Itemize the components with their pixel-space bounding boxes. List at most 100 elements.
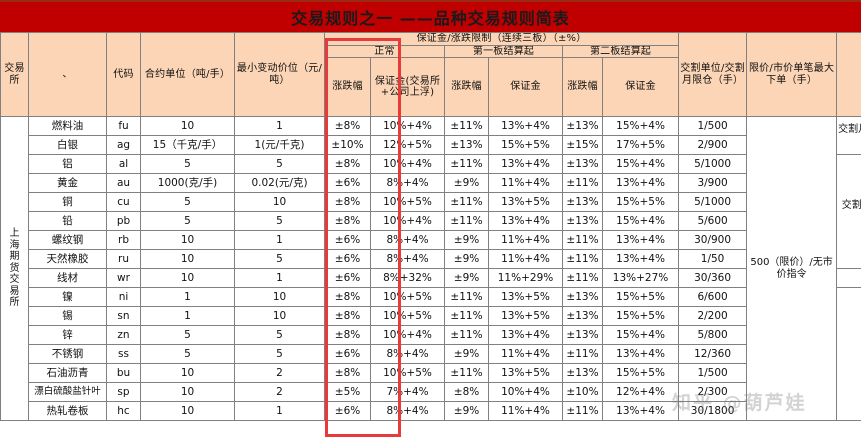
table-row[interactable]: 线材 wr 10 1 ±6% 8%+32% ±9% 11%+29% ±11% 1…	[1, 268, 861, 288]
variety-code: sn	[106, 306, 141, 326]
variety-name: 铜	[28, 192, 107, 212]
margin-1-value: 13%+4%	[488, 154, 563, 174]
header-leaf-row: 涨跌幅 保证金(交易所+公司上浮) 涨跌幅 保证金 涨跌幅 保证金	[1, 57, 861, 117]
table-row[interactable]: 天然橡胶 ru 10 5 ±6% 8%+4% ±9% 11%+4% ±11% 1…	[1, 249, 861, 269]
contract-unit-value: 10	[140, 363, 235, 383]
limit-range-value: ±6%	[324, 173, 371, 193]
variety-name: 线材	[28, 268, 107, 288]
margin-1-value: 11%+4%	[488, 344, 563, 364]
limit-range-2-value: ±10%	[562, 382, 603, 402]
exchange-char: 海	[9, 239, 20, 251]
last-trade-day-empty	[836, 287, 861, 421]
delivery-unit-value: 6/600	[678, 287, 748, 307]
contract-unit-value: 15（千克/手）	[140, 135, 235, 155]
table-row[interactable]: 白银 ag 15（千克/手） 1(元/千克) ±10% 12%+5% ±13% …	[1, 135, 861, 155]
header-row-group: 交易所 、 代码 合约单位（吨/手） 最小变动价位（元/吨） 保证金/涨跌限制（…	[0, 32, 861, 117]
header-exchange: 交易所	[0, 32, 29, 117]
last-trade-day-first: 交割月前一月的最后一个交易日	[836, 116, 861, 155]
table-row[interactable]: 锌 zn 5 5 ±8% 10%+4% ±11% 13%+4% ±13% 15%…	[1, 325, 861, 345]
limit-range-value: ±8%	[324, 116, 371, 136]
variety-name: 镍	[28, 287, 107, 307]
header-limit-range: 涨跌幅	[324, 57, 371, 117]
margin-1-value: 11%+29%	[488, 268, 563, 288]
variety-name: 不锈钢	[28, 344, 107, 364]
limit-range-value: ±6%	[324, 230, 371, 250]
margin-1-value: 13%+4%	[488, 116, 563, 136]
variety-name: 黄金	[28, 173, 107, 193]
delivery-unit-value: 2/900	[678, 135, 748, 155]
table-row[interactable]: 石油沥青 bu 10 2 ±8% 10%+5% ±11% 13%+5% ±13%…	[1, 363, 861, 383]
margin-2-value: 15%+4%	[601, 211, 680, 231]
contract-unit-value: 5	[140, 154, 235, 174]
limit-range-value: ±6%	[324, 401, 371, 421]
header-normal-group: 正常	[324, 44, 445, 58]
delivery-unit-value: 5/1000	[678, 192, 748, 212]
margin-exchange-plus-value: 10%+4%	[370, 116, 445, 136]
tick-size-value: 5	[234, 249, 325, 269]
contract-unit-value: 10	[140, 230, 235, 250]
table-row[interactable]: 铝 al 5 5 ±8% 10%+4% ±11% 13%+4% ±13% 15%…	[1, 154, 861, 269]
limit-range-value: ±8%	[324, 325, 371, 345]
header-first-board-group: 第一板结算起	[444, 44, 563, 58]
delivery-unit-value: 5/1000	[678, 154, 748, 174]
table-row[interactable]: 锡 sn 1 10 ±8% 10%+5% ±11% 13%+5% ±13% 15…	[1, 306, 861, 326]
limit-range-2-value: ±11%	[562, 173, 603, 193]
table-row[interactable]: 漂白硫酸盐针叶 sp 10 2 ±5% 7%+4% ±8% 10%+4% ±10…	[1, 382, 861, 402]
limit-range-1-value: ±11%	[444, 287, 489, 307]
header-tick-size: 最小变动价位（元/吨）	[234, 32, 325, 117]
header-last-trade-day: 最后交易日	[836, 32, 861, 117]
limit-range-2-value: ±13%	[562, 211, 603, 231]
table-row[interactable]: 黄金 au 1000(克/手) 0.02(元/克) ±6% 8%+4% ±9% …	[1, 173, 861, 193]
limit-range-2-value: ±11%	[562, 249, 603, 269]
contract-unit-value: 10	[140, 116, 235, 136]
contract-unit-value: 1000(克/手)	[140, 173, 235, 193]
exchange-char: 易	[9, 285, 20, 297]
contract-unit-value: 5	[140, 344, 235, 364]
margin-2-value: 13%+27%	[601, 268, 680, 288]
delivery-unit-value: 5/600	[678, 211, 748, 231]
table-row[interactable]: 热轧卷板 hc 10 1 ±6% 8%+4% ±9% 11%+4% ±11% 1…	[1, 401, 861, 421]
contract-unit-value: 5	[140, 325, 235, 345]
contract-unit-value: 5	[140, 211, 235, 231]
table-row[interactable]: 铜 cu 5 10 ±8% 10%+5% ±11% 13%+5% ±13% 15…	[1, 192, 861, 212]
margin-exchange-plus-value: 8%+4%	[370, 344, 445, 364]
header-max-order: 限价/市价单笔最大下单（手）	[746, 32, 838, 117]
variety-code: al	[106, 154, 141, 174]
table-row[interactable]: 不锈钢 ss 5 5 ±6% 8%+4% ±9% 11%+4% ±11% 13%…	[1, 344, 861, 364]
delivery-unit-value: 30/1800	[678, 401, 748, 421]
margin-exchange-plus-value: 10%+5%	[370, 306, 445, 326]
margin-exchange-plus-value: 10%+5%	[370, 287, 445, 307]
margin-2-value: 13%+4%	[601, 249, 680, 269]
margin-2-value: 17%+5%	[601, 135, 680, 155]
limit-range-value: ±5%	[324, 382, 371, 402]
tick-size-value: 2	[234, 363, 325, 383]
table-row[interactable]: 镍 ni 1 10 ±8% 10%+5% ±11% 13%+5% ±13% 15…	[1, 287, 861, 421]
margin-2-value: 15%+5%	[601, 306, 680, 326]
limit-range-1-value: ±9%	[444, 173, 489, 193]
header-second-board-group: 第二板结算起	[561, 44, 680, 58]
header-contract-unit: 合约单位（吨/手）	[140, 32, 235, 117]
limit-order-note: 500（限价）/无市价指令	[746, 116, 838, 421]
margin-exchange-plus-value: 10%+4%	[370, 325, 445, 345]
margin-2-value: 13%+4%	[601, 344, 680, 364]
table-row[interactable]: 螺纹钢 rb 10 1 ±6% 8%+4% ±9% 11%+4% ±11% 13…	[1, 230, 861, 250]
limit-range-1-value: ±11%	[444, 306, 489, 326]
limit-range-value: ±8%	[324, 306, 371, 326]
variety-code: rb	[106, 230, 141, 250]
limit-range-value: ±8%	[324, 154, 371, 174]
tick-size-value: 5	[234, 325, 325, 345]
variety-code: fu	[106, 116, 141, 136]
limit-range-value: ±10%	[324, 135, 371, 155]
margin-exchange-plus-value: 8%+4%	[370, 230, 445, 250]
tick-size-value: 1	[234, 116, 325, 136]
limit-range-value: ±6%	[324, 268, 371, 288]
table-row[interactable]: 铅 pb 5 5 ±8% 10%+4% ±11% 13%+4% ±13% 15%…	[1, 211, 861, 231]
table-row[interactable]: 上 海 期 货 交 易 所 燃料油 fu 10 1 ±8% 10%+4% ±11…	[0, 116, 861, 421]
variety-code: sp	[106, 382, 141, 402]
header-code: 代码	[106, 32, 141, 117]
title-banner: 交易规则之一 ——品种交易规则简表	[0, 0, 861, 32]
margin-2-value: 13%+4%	[601, 173, 680, 193]
limit-range-2-value: ±11%	[562, 230, 603, 250]
margin-1-value: 13%+5%	[488, 287, 563, 307]
limit-range-1-value: ±9%	[444, 344, 489, 364]
